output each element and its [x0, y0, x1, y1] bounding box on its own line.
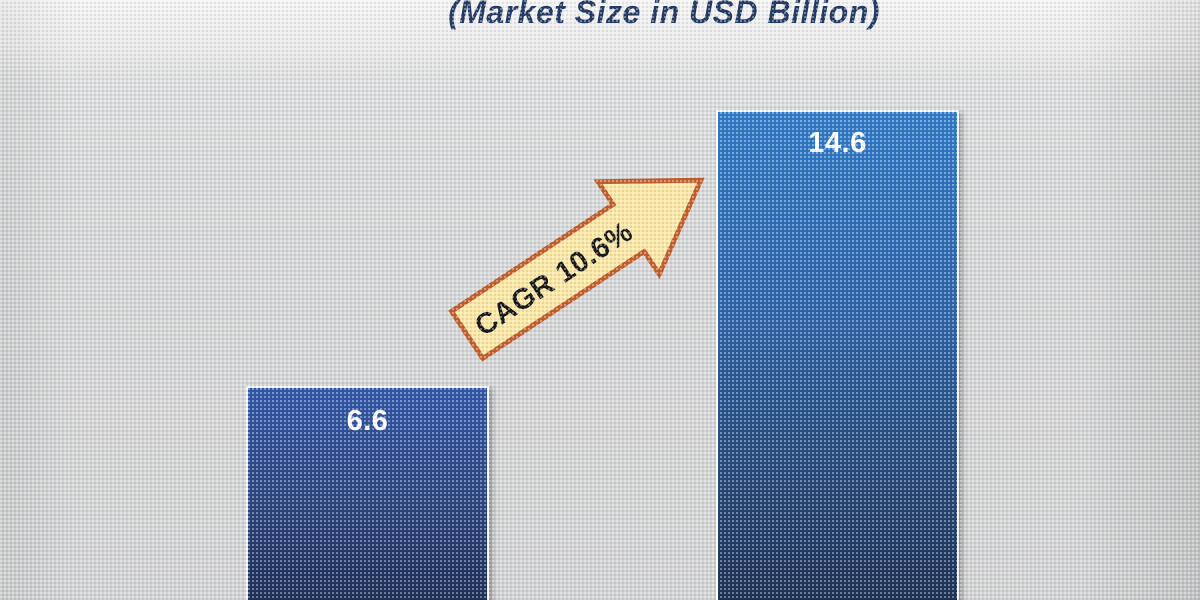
up-right-arrow-icon: CAGR 10.6% — [448, 177, 705, 362]
bar-value-label-2: 14.6 — [808, 127, 867, 159]
chart-title: (Market Size in USD Billion) — [448, 0, 880, 30]
growth-arrow: CAGR 10.6% — [427, 124, 741, 391]
bar-series-1: 6.6 — [246, 386, 489, 600]
bar-series-2: 14.6 — [716, 110, 959, 600]
cagr-annotation: CAGR 10.6% — [470, 216, 639, 343]
bar-value-label-1: 6.6 — [346, 405, 389, 437]
